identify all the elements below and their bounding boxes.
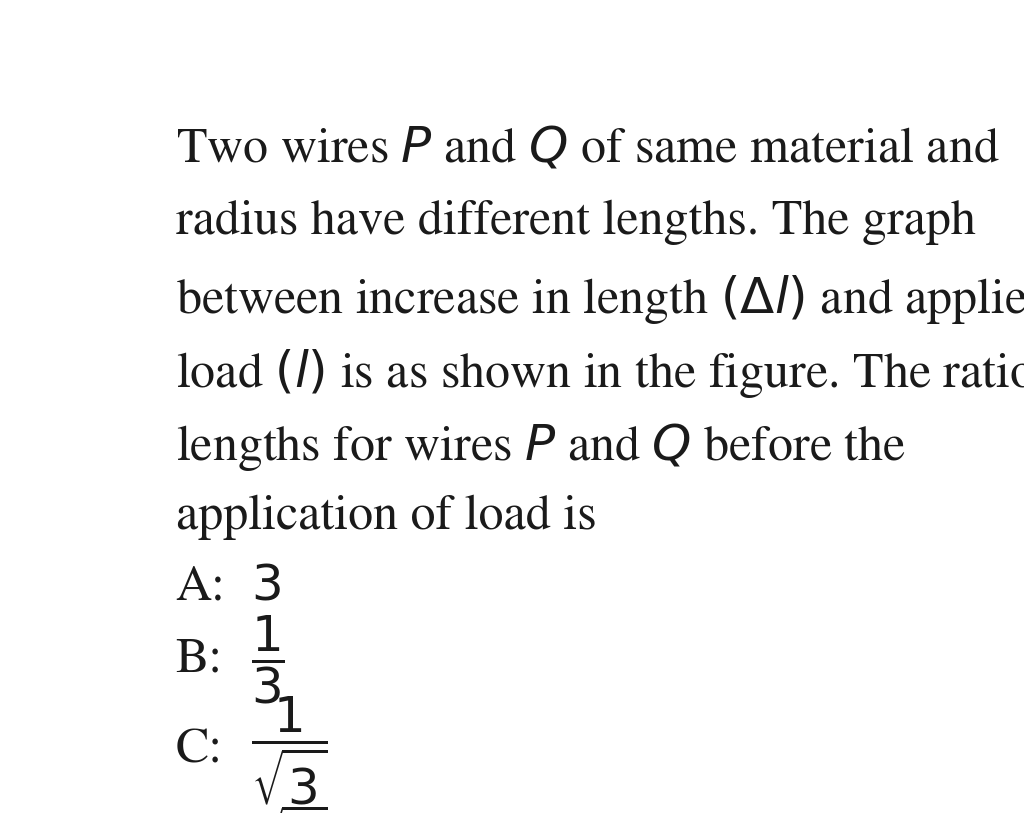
Text: Two wires $P$ and $Q$ of same material and: Two wires $P$ and $Q$ of same material a… bbox=[176, 126, 999, 172]
Text: lengths for wires $P$ and $Q$ before the: lengths for wires $P$ and $Q$ before the bbox=[176, 421, 905, 473]
Text: $\dfrac{1}{3}$: $\dfrac{1}{3}$ bbox=[251, 613, 285, 706]
Text: C:: C: bbox=[176, 728, 223, 773]
Text: radius have different lengths. The graph: radius have different lengths. The graph bbox=[176, 200, 976, 245]
Text: A:: A: bbox=[176, 565, 225, 611]
Text: $\sqrt{3}$: $\sqrt{3}$ bbox=[251, 811, 328, 813]
Text: load $(l)$ is as shown in the figure. The ratio of: load $(l)$ is as shown in the figure. Th… bbox=[176, 347, 1024, 400]
Text: $3$: $3$ bbox=[251, 565, 281, 611]
Text: between increase in length $(\Delta l)$ and applied: between increase in length $(\Delta l)$ … bbox=[176, 273, 1024, 327]
Text: $\dfrac{1}{\sqrt{3}}$: $\dfrac{1}{\sqrt{3}}$ bbox=[251, 694, 328, 807]
Text: application of load is: application of load is bbox=[176, 495, 596, 541]
Text: B:: B: bbox=[176, 637, 223, 682]
